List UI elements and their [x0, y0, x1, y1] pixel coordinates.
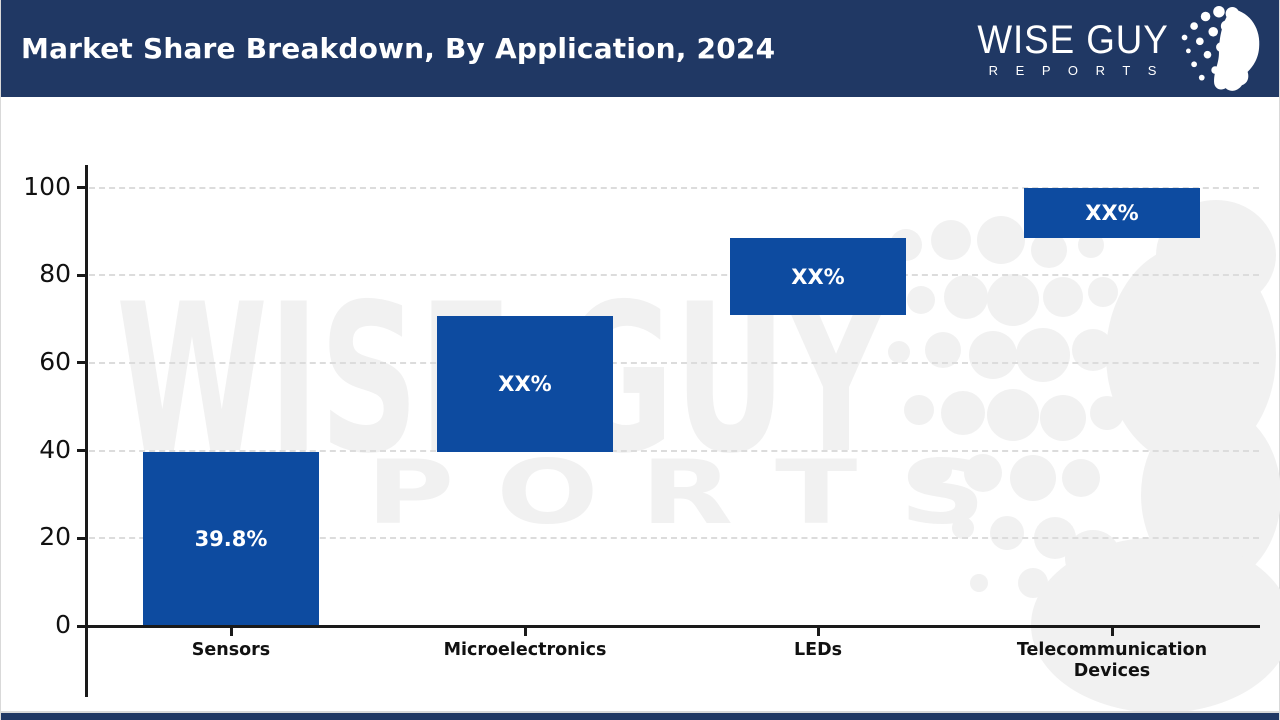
- y-tick-label: 100: [23, 171, 71, 201]
- y-tick-label: 40: [39, 434, 71, 464]
- y-tick-mark: [77, 449, 85, 453]
- x-tick-mark: [229, 628, 233, 636]
- y-tick-mark: [77, 186, 85, 190]
- brand-logo: WISE GUY R E P O R T S: [969, 0, 1261, 97]
- y-tick-label: 80: [39, 259, 71, 289]
- footer-bar: [1, 713, 1279, 720]
- brand-logo-text: WISE GUY R E P O R T S: [969, 20, 1177, 78]
- x-tick-mark: [1110, 628, 1114, 636]
- y-tick-label: 60: [39, 346, 71, 376]
- x-category-label: Telecommunication Devices: [1016, 640, 1208, 681]
- waterfall-bar: 39.8%: [143, 451, 319, 626]
- brand-name: WISE GUY: [977, 17, 1169, 62]
- bar-value-label: 39.8%: [194, 526, 268, 551]
- waterfall-bar: XX%: [1024, 187, 1200, 238]
- y-gridline: [89, 537, 1259, 540]
- y-gridline: [89, 274, 1259, 277]
- x-axis-line: [85, 625, 1260, 628]
- y-tick-label: 0: [55, 610, 71, 639]
- x-category-label: LEDs: [793, 640, 843, 660]
- brand-head-icon: [1181, 5, 1260, 91]
- bar-value-label: XX%: [1085, 200, 1139, 225]
- bar-value-label: XX%: [498, 371, 552, 396]
- chart-plot-area: 0 20 40 60 80 100 39.8% Sensors XX% Microelectron…: [1, 97, 1280, 713]
- y-gridline: [89, 186, 1259, 189]
- waterfall-bar: XX%: [437, 316, 613, 452]
- y-gridline: [89, 361, 1259, 364]
- footer-divider: [1, 711, 1279, 713]
- y-tick-mark: [77, 273, 85, 277]
- y-tick-mark: [77, 361, 85, 365]
- y-tick-label: 20: [39, 522, 71, 552]
- x-category-label: Sensors: [191, 640, 271, 660]
- page-title: Market Share Breakdown, By Application, …: [21, 32, 776, 65]
- x-category-label: Microelectronics: [443, 640, 607, 660]
- y-gridline: [89, 449, 1259, 452]
- waterfall-bar: XX%: [730, 238, 906, 316]
- x-tick-mark: [523, 628, 527, 636]
- y-axis-line: [85, 165, 88, 697]
- y-tick-mark: [77, 624, 85, 628]
- y-tick-mark: [77, 536, 85, 540]
- bar-value-label: XX%: [791, 264, 845, 289]
- header-bar: Market Share Breakdown, By Application, …: [1, 0, 1279, 97]
- x-tick-mark: [816, 628, 820, 636]
- brand-subtitle: R E P O R T S: [988, 62, 1164, 78]
